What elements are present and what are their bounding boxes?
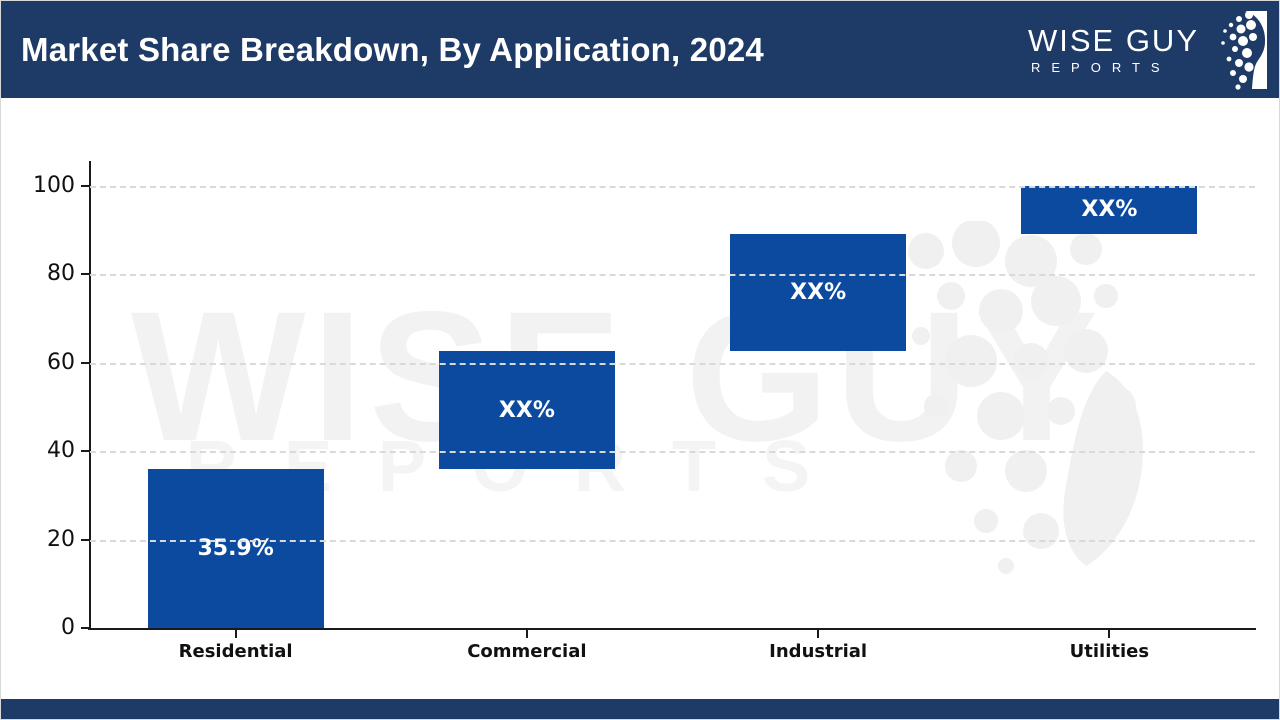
wise-guy-logo: WISE GUY REPORTS: [1028, 9, 1267, 91]
y-tick-mark: [81, 538, 89, 541]
gridline: [90, 274, 1255, 277]
x-category-label: Industrial: [769, 641, 868, 662]
y-tick-mark: [81, 450, 89, 453]
bar-value-label: XX%: [1081, 197, 1138, 223]
logo-subtitle: REPORTS: [1030, 60, 1171, 75]
chart-plot-area: 35.9% XX% XX% XX% 0 20 40 60 80 100 Residential Co…: [1, 98, 1279, 701]
page-title: Market Share Breakdown, By Application, …: [21, 30, 764, 68]
bar-segment: XX%: [730, 233, 907, 351]
x-category-label: Residential: [178, 641, 293, 662]
gridline: [90, 451, 1255, 454]
gridline: [90, 362, 1255, 365]
x-tick-mark: [234, 630, 237, 638]
x-tick-mark: [1108, 630, 1111, 638]
logo-face-icon: [1221, 10, 1267, 90]
y-tick-label: 0: [61, 615, 75, 640]
y-tick-mark: [81, 273, 89, 276]
y-tick-mark: [81, 361, 89, 364]
bar-value-label: XX%: [790, 279, 847, 305]
logo-wordmark: WISE GUY: [1027, 23, 1199, 58]
y-tick-label: 100: [33, 173, 75, 198]
x-category-label: Commercial: [467, 641, 587, 662]
y-axis-line: [89, 161, 91, 630]
y-tick-label: 80: [47, 261, 75, 287]
gridline: [90, 186, 1255, 188]
y-tick-mark: [81, 627, 89, 629]
y-tick-label: 40: [47, 438, 75, 464]
footer-bar: [1, 699, 1279, 719]
x-tick-mark: [525, 630, 528, 638]
header-bar: Market Share Breakdown, By Application, …: [1, 1, 1279, 98]
bar-segment: 35.9%: [147, 469, 324, 628]
x-category-label: Utilities: [1069, 641, 1150, 662]
bar-segment: XX%: [1021, 186, 1198, 234]
y-tick-mark: [81, 185, 89, 187]
y-tick-label: 20: [47, 526, 75, 552]
gridline: [90, 539, 1255, 542]
x-axis-line: [88, 628, 1256, 630]
y-tick-label: 60: [47, 349, 75, 375]
bar-value-label: XX%: [498, 397, 555, 423]
x-tick-mark: [817, 630, 820, 638]
bar-segment: XX%: [438, 350, 615, 470]
